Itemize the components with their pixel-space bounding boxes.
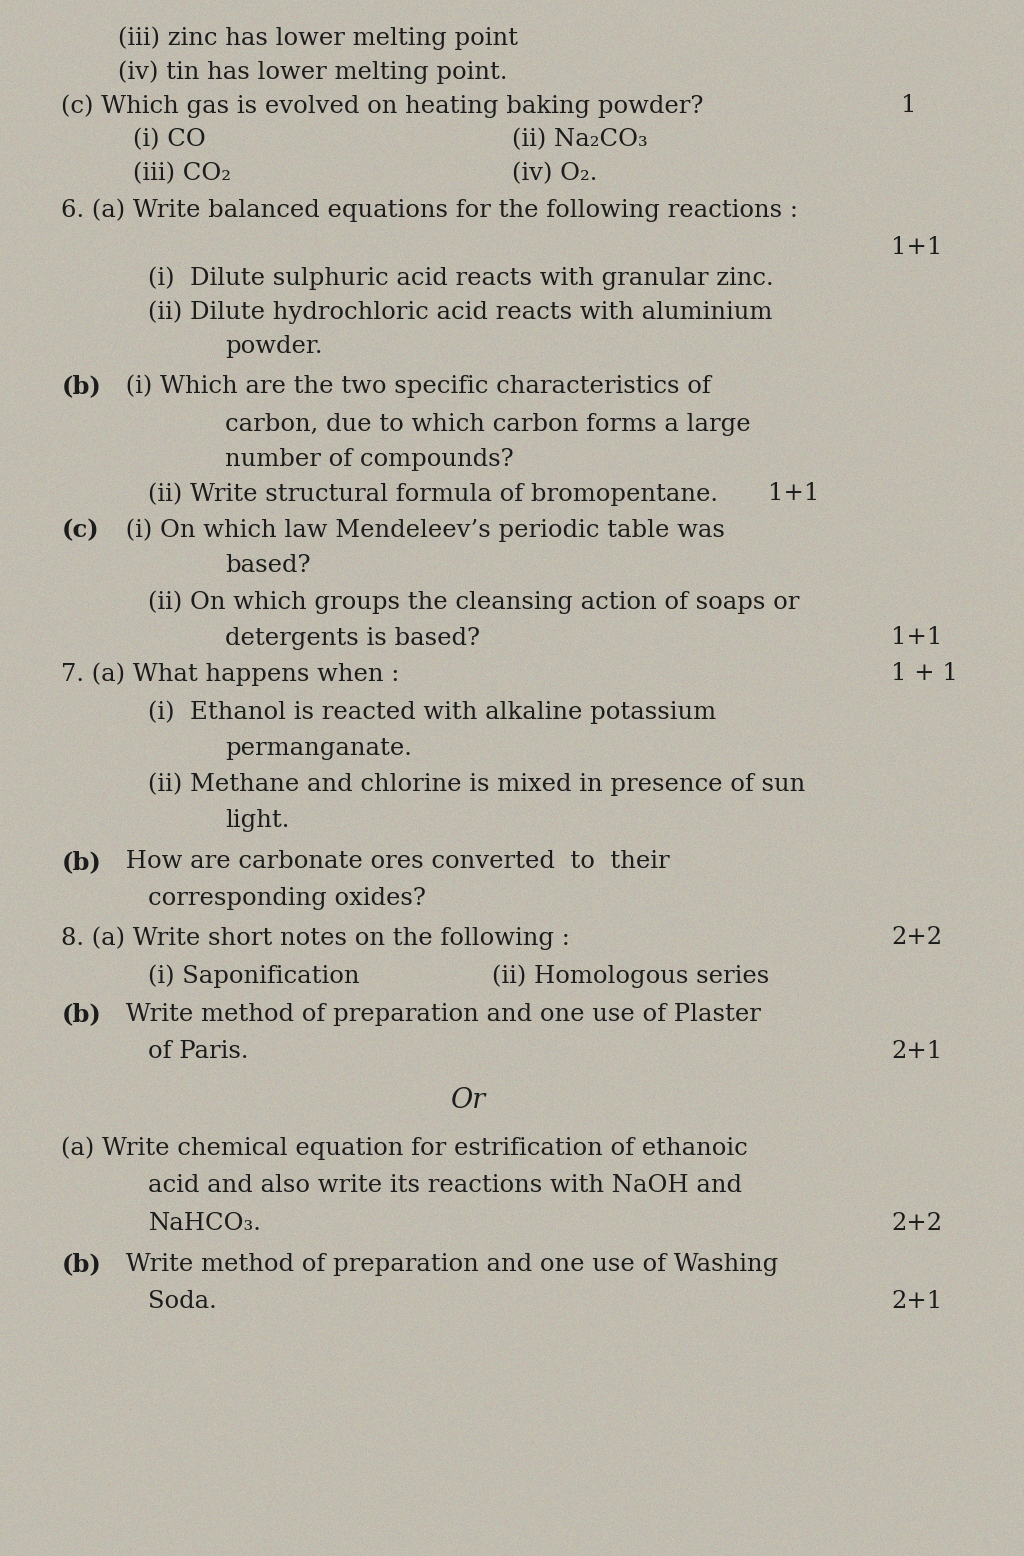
- Text: 2+2: 2+2: [891, 1212, 942, 1235]
- Text: acid and also write its reactions with NaOH and: acid and also write its reactions with N…: [148, 1175, 742, 1198]
- Text: of Paris.: of Paris.: [148, 1041, 249, 1063]
- Text: (b): (b): [61, 373, 101, 398]
- Text: corresponding oxides?: corresponding oxides?: [148, 887, 426, 910]
- Text: (iv) O₂.: (iv) O₂.: [512, 162, 597, 185]
- Text: 1+1: 1+1: [891, 237, 942, 260]
- Text: 1+1: 1+1: [891, 627, 942, 649]
- Text: (i) On which law Mendeleev’s periodic table was: (i) On which law Mendeleev’s periodic ta…: [118, 518, 725, 541]
- Text: (ii) Write structural formula of bromopentane.: (ii) Write structural formula of bromope…: [148, 482, 719, 506]
- Text: (i)  Ethanol is reacted with alkaline potassium: (i) Ethanol is reacted with alkaline pot…: [148, 700, 717, 724]
- Text: light.: light.: [225, 809, 290, 831]
- Text: 6. (a) Write balanced equations for the following reactions :: 6. (a) Write balanced equations for the …: [61, 198, 799, 223]
- Text: 2+1: 2+1: [891, 1290, 942, 1313]
- Text: (ii) Na₂CO₃: (ii) Na₂CO₃: [512, 129, 648, 151]
- Text: number of compounds?: number of compounds?: [225, 448, 514, 471]
- Text: (c) Which gas is evolved on heating baking powder?: (c) Which gas is evolved on heating baki…: [61, 95, 703, 118]
- Text: 1: 1: [901, 95, 916, 118]
- Text: NaHCO₃.: NaHCO₃.: [148, 1212, 261, 1235]
- Text: (i) CO: (i) CO: [133, 129, 206, 151]
- Text: Soda.: Soda.: [148, 1290, 217, 1313]
- Text: Write method of preparation and one use of Washing: Write method of preparation and one use …: [118, 1253, 778, 1276]
- Text: based?: based?: [225, 554, 310, 577]
- Text: (c): (c): [61, 518, 99, 541]
- Text: (i)  Dilute sulphuric acid reacts with granular zinc.: (i) Dilute sulphuric acid reacts with gr…: [148, 266, 774, 289]
- Text: (ii) Dilute hydrochloric acid reacts with aluminium: (ii) Dilute hydrochloric acid reacts wit…: [148, 300, 773, 324]
- Text: (iii) zinc has lower melting point: (iii) zinc has lower melting point: [118, 26, 518, 50]
- Text: How are carbonate ores converted  to  their: How are carbonate ores converted to thei…: [118, 851, 670, 873]
- Text: 7. (a) What happens when :: 7. (a) What happens when :: [61, 663, 399, 686]
- Text: (b): (b): [61, 1002, 101, 1025]
- Text: 1+1: 1+1: [768, 482, 819, 506]
- Text: 2+2: 2+2: [891, 926, 942, 949]
- Text: Or: Or: [451, 1086, 485, 1114]
- Text: (iv) tin has lower melting point.: (iv) tin has lower melting point.: [118, 61, 507, 84]
- Text: (b): (b): [61, 1253, 101, 1276]
- Text: (i) Which are the two specific characteristics of: (i) Which are the two specific character…: [118, 375, 711, 398]
- Text: (i) Saponification: (i) Saponification: [148, 965, 360, 988]
- Text: 2+1: 2+1: [891, 1041, 942, 1063]
- Text: 8. (a) Write short notes on the following :: 8. (a) Write short notes on the followin…: [61, 926, 570, 949]
- Text: (iii) CO₂: (iii) CO₂: [133, 162, 231, 185]
- Text: permanganate.: permanganate.: [225, 736, 412, 759]
- Text: (ii) Methane and chlorine is mixed in presence of sun: (ii) Methane and chlorine is mixed in pr…: [148, 772, 806, 795]
- Text: powder.: powder.: [225, 335, 323, 358]
- Text: (ii) Homologous series: (ii) Homologous series: [492, 965, 769, 988]
- Text: (a) Write chemical equation for estrification of ethanoic: (a) Write chemical equation for estrific…: [61, 1136, 749, 1159]
- Text: Write method of preparation and one use of Plaster: Write method of preparation and one use …: [118, 1002, 761, 1025]
- Text: (b): (b): [61, 850, 101, 874]
- Text: (ii) On which groups the cleansing action of soaps or: (ii) On which groups the cleansing actio…: [148, 590, 800, 613]
- Text: carbon, due to which carbon forms a large: carbon, due to which carbon forms a larg…: [225, 414, 751, 437]
- Text: 1 + 1: 1 + 1: [891, 663, 957, 686]
- Text: detergents is based?: detergents is based?: [225, 627, 480, 649]
